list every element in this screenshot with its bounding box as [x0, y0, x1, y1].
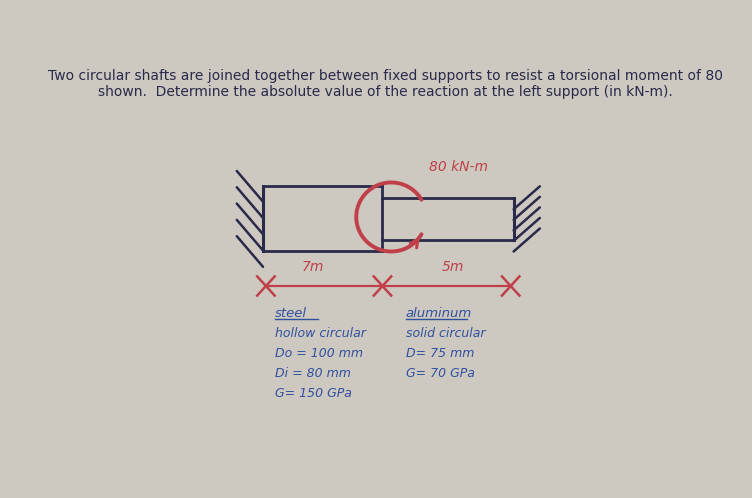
Text: Two circular shafts are joined together between fixed supports to resist a torsi: Two circular shafts are joined together … [48, 69, 723, 83]
Text: Di = 80 mm: Di = 80 mm [274, 367, 350, 380]
Text: D= 75 mm: D= 75 mm [406, 347, 475, 360]
Text: steel: steel [274, 307, 307, 320]
Text: 5m: 5m [441, 260, 464, 274]
Text: aluminum: aluminum [406, 307, 472, 320]
Text: 80 kN-m: 80 kN-m [429, 160, 488, 174]
Text: shown.  Determine the absolute value of the reaction at the left support (in kN-: shown. Determine the absolute value of t… [98, 85, 673, 99]
Text: G= 70 GPa: G= 70 GPa [406, 367, 475, 380]
Text: hollow circular: hollow circular [274, 327, 365, 340]
Text: solid circular: solid circular [406, 327, 485, 340]
Text: G= 150 GPa: G= 150 GPa [274, 387, 351, 400]
Text: 7m: 7m [302, 260, 324, 274]
Text: Do = 100 mm: Do = 100 mm [274, 347, 362, 360]
